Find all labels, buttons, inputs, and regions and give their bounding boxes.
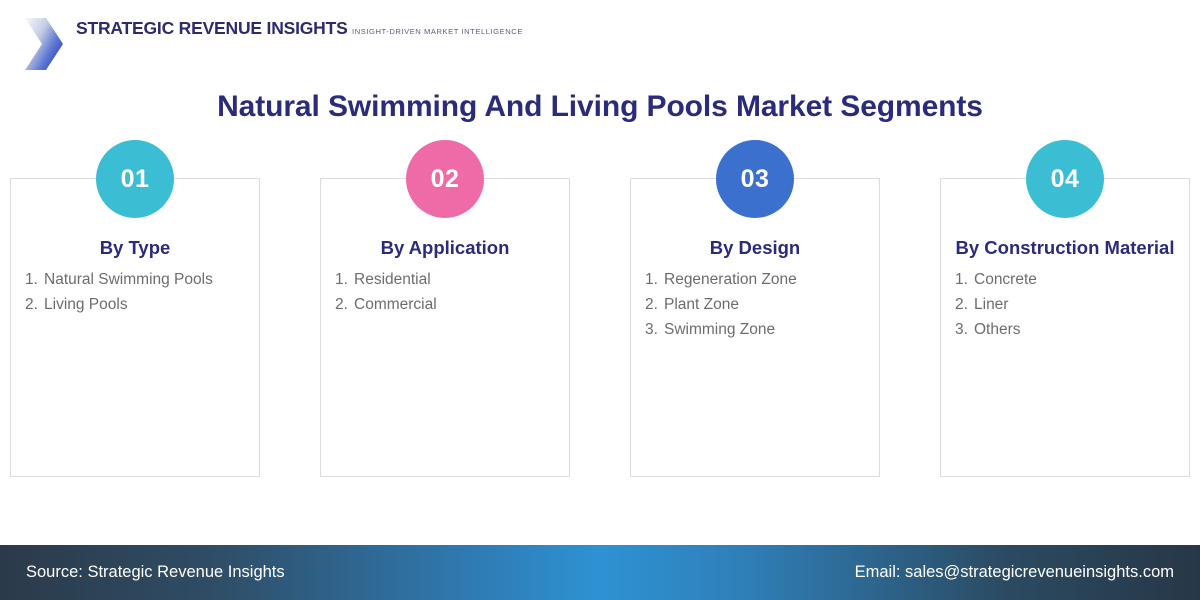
list-item-label: Plant Zone: [664, 296, 739, 314]
list-item: 1. Natural Swimming Pools: [25, 267, 245, 292]
list-item-number: 2.: [955, 296, 968, 314]
brand-tagline: Insight-Driven Market Intelligence: [352, 27, 523, 36]
segment-heading: By Design: [709, 237, 801, 258]
list-item-number: 3.: [955, 321, 968, 339]
segment-card-by-application: 02 By Application 1. Residential 2. Comm…: [320, 140, 570, 477]
list-item-number: 1.: [25, 271, 38, 289]
footer-bar: Source: Strategic Revenue Insights Email…: [0, 545, 1200, 600]
list-item-label: Others: [974, 321, 1021, 339]
list-item: 3. Others: [955, 317, 1175, 342]
segment-number-badge: 03: [716, 140, 794, 218]
segment-number-badge: 02: [406, 140, 484, 218]
segment-card-by-type: 01 By Type 1. Natural Swimming Pools 2. …: [10, 140, 260, 477]
segment-heading: By Application: [380, 237, 510, 258]
segment-item-list: 1. Residential 2. Commercial: [335, 267, 555, 317]
list-item: 1. Residential: [335, 267, 555, 292]
list-item-label: Commercial: [354, 296, 437, 314]
segment-card-by-design: 03 By Design 1. Regeneration Zone 2. Pla…: [630, 140, 880, 477]
segment-number: 03: [740, 164, 770, 193]
segment-number-badge: 01: [96, 140, 174, 218]
list-item-label: Swimming Zone: [664, 321, 776, 339]
list-item-label: Residential: [354, 271, 431, 289]
list-item-number: 1.: [955, 271, 968, 289]
brand-logo: Strategic Revenue Insights Insight-Drive…: [22, 16, 523, 72]
list-item-number: 2.: [645, 296, 658, 314]
list-item: 2. Plant Zone: [645, 292, 865, 317]
segment-cards: 01 By Type 1. Natural Swimming Pools 2. …: [10, 140, 1190, 477]
list-item: 2. Commercial: [335, 292, 555, 317]
list-item-label: Living Pools: [44, 296, 128, 314]
segment-heading: By Construction Material: [955, 237, 1175, 258]
footer-email[interactable]: Email: sales@strategicrevenueinsights.co…: [854, 563, 1174, 581]
footer-source: Source: Strategic Revenue Insights: [26, 563, 285, 581]
chevron-arrow-icon: [22, 16, 66, 72]
list-item-number: 1.: [645, 271, 658, 289]
list-item: 1. Regeneration Zone: [645, 267, 865, 292]
list-item-label: Liner: [974, 296, 1009, 314]
list-item-label: Concrete: [974, 271, 1037, 289]
list-item: 2. Liner: [955, 292, 1175, 317]
segment-number: 04: [1050, 164, 1080, 193]
segment-item-list: 1. Regeneration Zone 2. Plant Zone 3. Sw…: [645, 267, 865, 342]
list-item: 1. Concrete: [955, 267, 1175, 292]
list-item-number: 2.: [25, 296, 38, 314]
list-item: 3. Swimming Zone: [645, 317, 865, 342]
segment-item-list: 1. Concrete 2. Liner 3. Others: [955, 267, 1175, 342]
segment-item-list: 1. Natural Swimming Pools 2. Living Pool…: [25, 267, 245, 317]
list-item-number: 2.: [335, 296, 348, 314]
list-item: 2. Living Pools: [25, 292, 245, 317]
segment-number: 01: [120, 164, 150, 193]
segment-heading: By Type: [99, 237, 171, 258]
list-item-number: 1.: [335, 271, 348, 289]
brand-name: Strategic Revenue Insights: [76, 18, 348, 38]
segment-number: 02: [430, 164, 460, 193]
list-item-label: Natural Swimming Pools: [44, 271, 213, 289]
page-title: Natural Swimming And Living Pools Market…: [217, 90, 983, 123]
list-item-label: Regeneration Zone: [664, 271, 797, 289]
segment-card-by-construction-material: 04 By Construction Material 1. Concrete …: [940, 140, 1190, 477]
list-item-number: 3.: [645, 321, 658, 339]
segment-number-badge: 04: [1026, 140, 1104, 218]
